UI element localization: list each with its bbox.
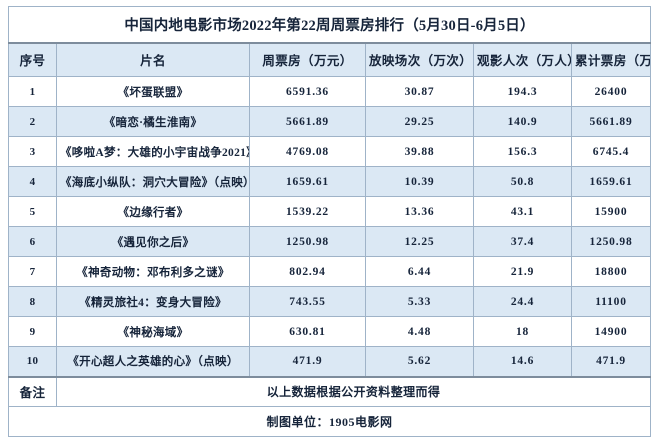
cell-rank: 1 <box>8 76 57 107</box>
cell-shows: 30.87 <box>365 76 474 107</box>
cell-name: 《海底小纵队：洞穴大冒险》（点映） <box>56 166 250 197</box>
table-row: 8 《精灵旅社4：变身大冒险》 743.55 5.33 24.4 11100 <box>8 286 652 317</box>
cell-week: 4769.08 <box>249 136 366 167</box>
cell-rank: 2 <box>8 106 57 137</box>
cell-shows: 5.33 <box>365 286 474 317</box>
cell-aud: 156.3 <box>473 136 572 167</box>
column-header-shows: 放映场次（万次） <box>365 41 474 77</box>
cell-name: 《边缘行者》 <box>56 196 250 227</box>
note-row: 备注 以上数据根据公开资料整理而得 <box>8 375 652 407</box>
column-header-rank: 序号 <box>8 41 57 77</box>
cell-week: 1659.61 <box>249 166 366 197</box>
cell-rank: 3 <box>8 136 57 167</box>
cell-week: 6591.36 <box>249 76 366 107</box>
cell-shows: 10.39 <box>365 166 474 197</box>
bookmark-sheet: 中国内地电影市场2022年第22周周票房排行（5月30日-6月5日） 序号 片名… <box>7 6 652 437</box>
column-header-week: 周票房（万元） <box>249 41 366 77</box>
column-header-total: 累计票房（万元） <box>570 41 652 77</box>
cell-total: 5661.89 <box>570 106 652 137</box>
column-header-name: 片名 <box>56 41 250 77</box>
column-header-aud: 观影人次（万人） <box>473 41 572 77</box>
table-row: 6 《遇见你之后》 1250.98 12.25 37.4 1250.98 <box>8 226 652 257</box>
cell-name: 《哆啦A梦：大雄的小宇宙战争2021》 <box>56 136 250 167</box>
weekly-boxoffice-table: 中国内地电影市场2022年第22周周票房排行（5月30日-6月5日） 序号 片名… <box>7 6 652 437</box>
cell-aud: 194.3 <box>473 76 572 107</box>
cell-rank: 7 <box>8 256 57 287</box>
table-row: 3 《哆啦A梦：大雄的小宇宙战争2021》 4769.08 39.88 156.3 674… <box>8 136 652 167</box>
cell-aud: 18 <box>473 316 572 347</box>
cell-name: 《暗恋·橘生淮南》 <box>56 106 250 137</box>
table-row: 5 《边缘行者》 1539.22 13.36 43.1 15900 <box>8 196 652 227</box>
cell-name: 《神奇动物：邓布利多之谜》 <box>56 256 250 287</box>
cell-week: 743.55 <box>249 286 366 317</box>
cell-total: 1659.61 <box>570 166 652 197</box>
cell-total: 14900 <box>570 316 652 347</box>
table-row: 1 《坏蛋联盟》 6591.36 30.87 194.3 26400 <box>8 76 652 107</box>
cell-week: 471.9 <box>249 346 366 377</box>
cell-total: 26400 <box>570 76 652 107</box>
cell-week: 1539.22 <box>249 196 366 227</box>
cell-shows: 39.88 <box>365 136 474 167</box>
table-row: 4 《海底小纵队：洞穴大冒险》（点映） 1659.61 10.39 50.8 1659.6… <box>8 166 652 197</box>
cell-shows: 29.25 <box>365 106 474 137</box>
cell-aud: 24.4 <box>473 286 572 317</box>
cell-aud: 14.6 <box>473 346 572 377</box>
cell-name: 《精灵旅社4：变身大冒险》 <box>56 286 250 317</box>
cell-aud: 37.4 <box>473 226 572 257</box>
note-label: 备注 <box>8 375 57 407</box>
cell-shows: 13.36 <box>365 196 474 227</box>
cell-total: 15900 <box>570 196 652 227</box>
cell-shows: 12.25 <box>365 226 474 257</box>
cell-shows: 5.62 <box>365 346 474 377</box>
table-row: 7 《神奇动物：邓布利多之谜》 802.94 6.44 21.9 18800 <box>8 256 652 287</box>
cell-rank: 9 <box>8 316 57 347</box>
cell-shows: 6.44 <box>365 256 474 287</box>
note-text: 以上数据根据公开资料整理而得 <box>55 375 652 407</box>
cell-total: 471.9 <box>570 346 652 377</box>
cell-week: 630.81 <box>249 316 366 347</box>
cell-rank: 6 <box>8 226 57 257</box>
cell-rank: 10 <box>8 346 57 377</box>
footer-credit: 制图单位：1905电影网 <box>7 406 652 437</box>
cell-aud: 43.1 <box>473 196 572 227</box>
cell-week: 5661.89 <box>249 106 366 137</box>
cell-rank: 5 <box>8 196 57 227</box>
table-title-row: 中国内地电影市场2022年第22周周票房排行（5月30日-6月5日） <box>7 6 652 43</box>
cell-name: 《神秘海域》 <box>56 316 250 347</box>
cell-name: 《开心超人之英雄的心》（点映） <box>56 346 250 377</box>
table-row: 9 《神秘海域》 630.81 4.48 18 14900 <box>8 316 652 347</box>
table-row: 10 《开心超人之英雄的心》（点映） 471.9 5.62 14.6 471.9 <box>8 346 652 377</box>
table-header-row: 序号 片名 周票房（万元） 放映场次（万次） 观影人次（万人） 累计票房（万元） <box>8 41 652 77</box>
cell-name: 《坏蛋联盟》 <box>56 76 250 107</box>
cell-rank: 8 <box>8 286 57 317</box>
cell-shows: 4.48 <box>365 316 474 347</box>
cell-week: 802.94 <box>249 256 366 287</box>
page-title: 中国内地电影市场2022年第22周周票房排行（5月30日-6月5日） <box>7 6 652 43</box>
cell-total: 11100 <box>570 286 652 317</box>
cell-aud: 140.9 <box>473 106 572 137</box>
cell-total: 18800 <box>570 256 652 287</box>
cell-rank: 4 <box>8 166 57 197</box>
cell-week: 1250.98 <box>249 226 366 257</box>
footer-row: 制图单位：1905电影网 <box>7 406 652 437</box>
cell-name: 《遇见你之后》 <box>56 226 250 257</box>
cell-total: 6745.4 <box>570 136 652 167</box>
cell-total: 1250.98 <box>570 226 652 257</box>
cell-aud: 50.8 <box>473 166 572 197</box>
cell-aud: 21.9 <box>473 256 572 287</box>
table-row: 2 《暗恋·橘生淮南》 5661.89 29.25 140.9 5661.89 <box>8 106 652 137</box>
